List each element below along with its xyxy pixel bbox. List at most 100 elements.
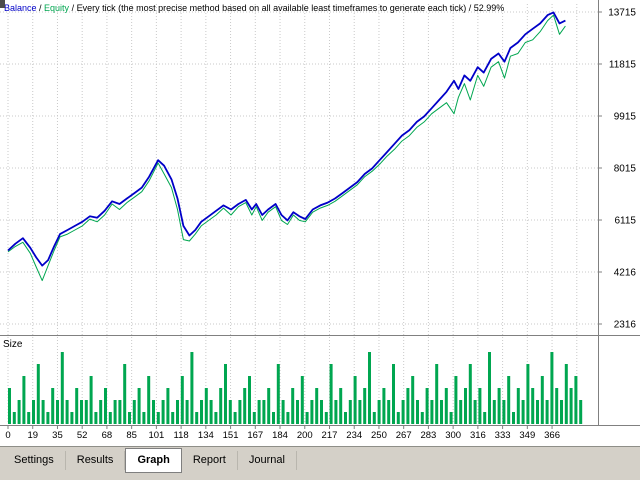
size-bar — [132, 400, 136, 424]
balance-equity-graph[interactable]: 13715 11815 9915 8015 6115 4216 2316 0 19 35 52 68 8… — [0, 0, 640, 446]
size-bar — [526, 364, 530, 424]
size-bar — [94, 412, 98, 424]
y-tick-label: 2316 — [614, 320, 637, 331]
size-bar — [166, 388, 170, 424]
x-tick-label: 267 — [396, 430, 412, 441]
size-bar — [171, 412, 175, 424]
size-bar — [334, 400, 338, 424]
size-bar — [488, 352, 491, 424]
legend-separator: / — [69, 3, 77, 13]
size-bar — [214, 412, 218, 424]
size-bar — [320, 400, 323, 424]
size-bar — [296, 400, 299, 424]
y-tick-label: 4216 — [614, 267, 637, 278]
size-bar — [536, 400, 539, 424]
size-bar — [569, 388, 573, 424]
size-bar — [118, 400, 122, 424]
size-panel-label: Size — [3, 339, 23, 350]
size-bar — [156, 412, 160, 424]
size-bar — [276, 364, 280, 424]
size-bar — [17, 400, 21, 424]
size-bar — [310, 400, 314, 424]
size-bar — [286, 412, 290, 424]
tab-report[interactable]: Report — [182, 451, 238, 470]
size-bar — [425, 388, 429, 424]
size-bar — [123, 364, 127, 424]
x-tick-label: 0 — [5, 430, 10, 441]
tester-tab-bar: Settings Results Graph Report Journal — [0, 446, 640, 480]
x-tick-label: 349 — [519, 430, 535, 441]
tab-results[interactable]: Results — [66, 451, 126, 470]
size-bar — [545, 400, 549, 424]
size-bar — [483, 412, 487, 424]
size-bar — [99, 400, 103, 424]
size-bar — [344, 412, 347, 424]
size-bar — [22, 376, 26, 424]
size-bar — [84, 400, 88, 424]
size-bar — [507, 376, 511, 424]
size-bar — [372, 412, 376, 424]
equity-line — [7, 14, 566, 282]
size-bar — [521, 400, 525, 424]
tab-journal[interactable]: Journal — [238, 451, 297, 470]
size-bar — [444, 388, 448, 424]
size-bar — [329, 364, 333, 424]
size-bar — [267, 388, 271, 424]
size-bar — [363, 388, 367, 424]
size-bar — [440, 400, 443, 424]
size-bar — [46, 412, 50, 424]
size-bar — [435, 364, 439, 424]
y-tick-label: 11815 — [609, 60, 637, 71]
size-bar — [180, 376, 184, 424]
size-bar — [377, 400, 381, 424]
x-tick-label: 101 — [148, 430, 164, 441]
size-bar — [560, 400, 563, 424]
size-bar — [550, 352, 554, 424]
size-bar — [502, 400, 506, 424]
size-bar — [324, 412, 328, 424]
size-bar — [430, 400, 434, 424]
size-bar — [492, 400, 496, 424]
size-bar — [70, 412, 74, 424]
x-tick-label: 316 — [470, 430, 486, 441]
size-bar — [152, 400, 155, 424]
size-bar — [358, 400, 362, 424]
size-bar — [113, 400, 117, 424]
size-bar — [108, 412, 112, 424]
size-bar — [396, 412, 400, 424]
tab-settings[interactable]: Settings — [3, 451, 66, 470]
size-bar — [228, 400, 232, 424]
x-tick-label: 151 — [223, 430, 239, 441]
x-tick-label: 19 — [27, 430, 38, 441]
y-tick-label: 9915 — [614, 112, 637, 123]
x-tick-label: 333 — [495, 430, 511, 441]
balance-line — [7, 11, 566, 267]
size-bar — [137, 388, 141, 424]
size-bar — [89, 376, 93, 424]
size-bar — [252, 412, 256, 424]
size-bar — [449, 412, 453, 424]
size-bar — [176, 400, 179, 424]
x-tick-label: 85 — [126, 430, 137, 441]
size-bar — [416, 400, 419, 424]
x-tick-label: 250 — [371, 430, 387, 441]
tab-graph[interactable]: Graph — [125, 448, 182, 473]
size-bar — [464, 388, 467, 424]
size-bar — [12, 412, 16, 424]
size-bar — [257, 400, 261, 424]
x-tick-label: 35 — [52, 430, 63, 441]
balance-legend-label: Balance — [4, 3, 37, 13]
x-tick-label: 184 — [272, 430, 288, 441]
size-bar — [348, 400, 352, 424]
size-bar — [579, 400, 583, 424]
x-tick-label: 300 — [445, 430, 461, 441]
size-bar — [224, 364, 227, 424]
size-bar — [209, 400, 213, 424]
size-bar — [248, 376, 251, 424]
x-tick-label: 234 — [346, 430, 362, 441]
size-bar — [353, 376, 357, 424]
size-bar — [411, 376, 415, 424]
size-bar — [300, 376, 304, 424]
y-tick-label: 13715 — [608, 8, 636, 19]
